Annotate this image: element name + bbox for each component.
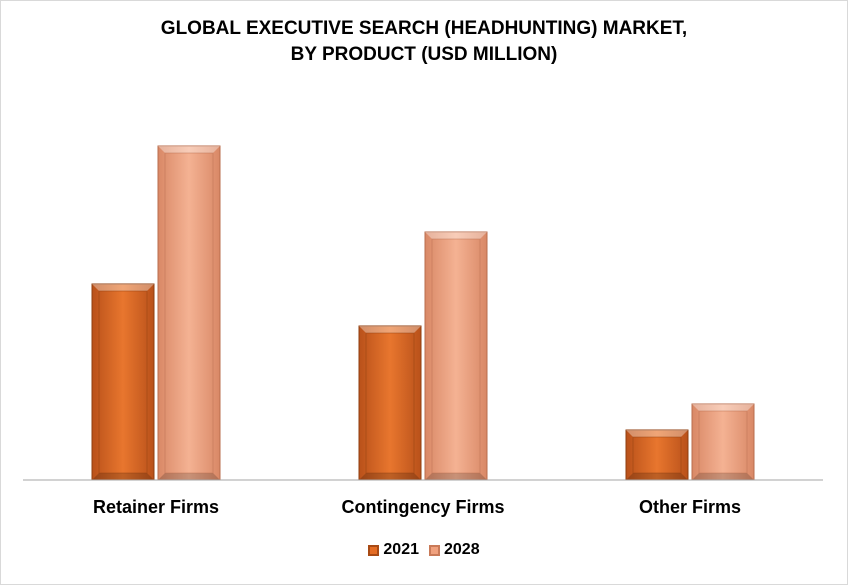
legend: 2021 2028: [0, 541, 848, 559]
category-label-retainer-firms: Retainer Firms: [93, 497, 219, 517]
legend-label-2021: 2021: [383, 541, 419, 558]
legend-item-2021: 2021: [368, 541, 419, 559]
bar-2028-retainer-firms: [157, 145, 221, 481]
legend-swatch-2028: [429, 544, 440, 556]
bar-2021-contingency-firms: [358, 325, 422, 481]
category-labels: Retainer Firms Contingency Firms Other Fir…: [93, 497, 741, 517]
bar-2021-retainer-firms: [91, 283, 155, 481]
chart-title-line-1: GLOBAL EXECUTIVE SEARCH (HEADHUNTING) MA…: [160, 18, 688, 39]
chart-title-line-2: BY PRODUCT (USD MILLION): [290, 44, 558, 65]
bar-2028-other-firms: [691, 403, 755, 481]
legend-swatch-2021: [368, 544, 380, 556]
legend-label-2028: 2028: [444, 541, 480, 558]
legend-item-2028: 2028: [429, 541, 480, 559]
bar-2028-contingency-firms: [424, 231, 488, 481]
chart-title: GLOBAL EXECUTIVE SEARCH (HEADHUNTING) MA…: [0, 16, 848, 68]
category-label-other-firms: Other Firms: [639, 497, 741, 517]
bars-group: [91, 145, 755, 481]
bar-2021-other-firms: [625, 429, 689, 481]
category-label-contingency-firms: Contingency Firms: [341, 497, 504, 517]
